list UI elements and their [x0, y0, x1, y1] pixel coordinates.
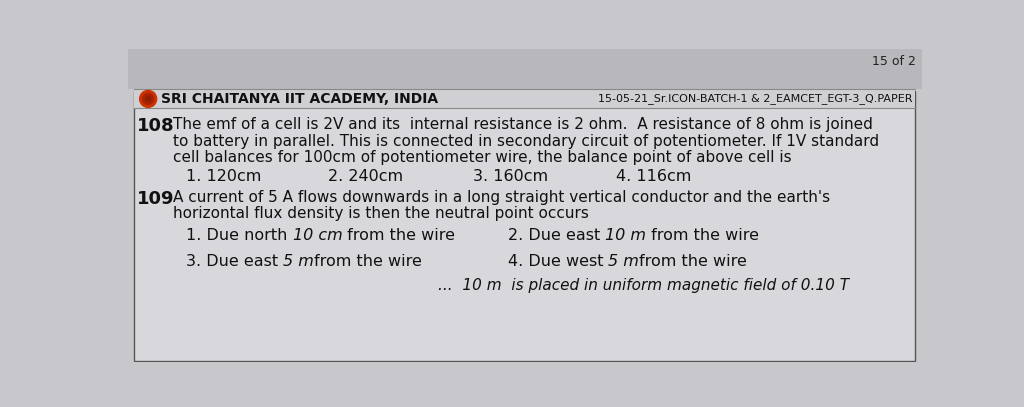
Text: 3. 160cm: 3. 160cm [473, 169, 548, 184]
Text: 4. 116cm: 4. 116cm [616, 169, 691, 184]
Text: 3. Due east: 3. Due east [186, 254, 284, 269]
Text: SRI CHAITANYA IIT ACADEMY, INDIA: SRI CHAITANYA IIT ACADEMY, INDIA [161, 92, 437, 106]
Text: 4. Due west: 4. Due west [508, 254, 608, 269]
Text: 1. Due north: 1. Due north [186, 228, 293, 243]
Text: from the wire: from the wire [342, 228, 456, 243]
Text: to battery in parallel. This is connected in secondary circuit of potentiometer.: to battery in parallel. This is connecte… [173, 133, 879, 149]
Text: from the wire: from the wire [646, 228, 759, 243]
Text: 5 m: 5 m [284, 254, 314, 269]
Text: A current of 5 A flows downwards in a long straight vertical conductor and the e: A current of 5 A flows downwards in a lo… [173, 190, 830, 205]
Text: from the wire: from the wire [314, 254, 422, 269]
Text: 15-05-21_Sr.ICON-BATCH-1 & 2_EAMCET_EGT-3_Q.PAPER: 15-05-21_Sr.ICON-BATCH-1 & 2_EAMCET_EGT-… [598, 94, 912, 104]
Text: 1. 120cm: 1. 120cm [186, 169, 261, 184]
Text: horizontal flux density is then the neutral point occurs: horizontal flux density is then the neut… [173, 206, 589, 221]
Text: 108: 108 [137, 117, 175, 136]
Text: 10 cm: 10 cm [293, 228, 342, 243]
Bar [134, 91, 915, 361]
Text: cell balances for 100cm of potentiometer wire, the balance point of above cell i: cell balances for 100cm of potentiometer… [173, 150, 792, 165]
Bar [128, 49, 922, 89]
Bar [134, 89, 915, 108]
Text: 2. 240cm: 2. 240cm [328, 169, 403, 184]
Text: The emf of a cell is 2V and its  internal resistance is 2 ohm.  A resistance of : The emf of a cell is 2V and its internal… [173, 117, 872, 132]
Text: ...  10 m  is placed in uniform magnetic field of 0.10 T: ... 10 m is placed in uniform magnetic f… [438, 278, 849, 293]
Text: 15 of 2: 15 of 2 [871, 55, 915, 68]
Circle shape [145, 96, 151, 101]
Text: 10 m: 10 m [605, 228, 646, 243]
Text: 2. Due east: 2. Due east [508, 228, 605, 243]
Text: 109: 109 [137, 190, 175, 208]
Text: 5 m: 5 m [608, 254, 639, 269]
Circle shape [142, 94, 154, 104]
Circle shape [139, 90, 157, 107]
Text: from the wire: from the wire [639, 254, 748, 269]
